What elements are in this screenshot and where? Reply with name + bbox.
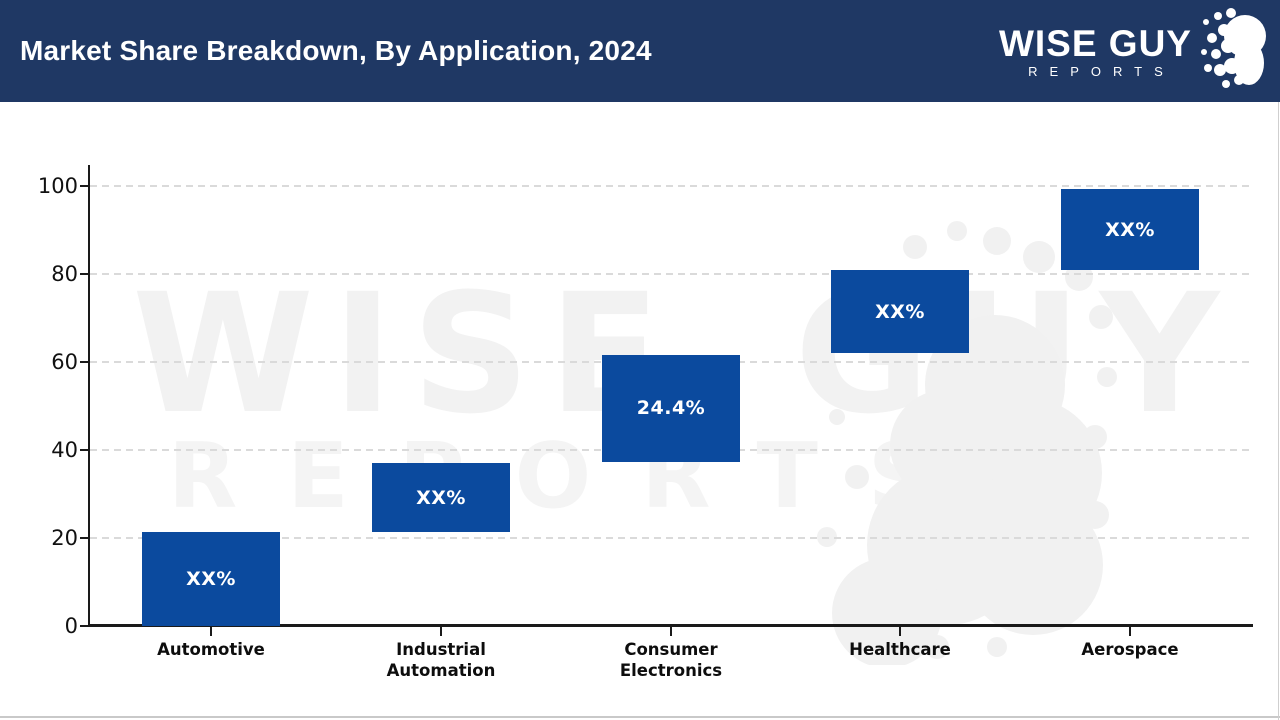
header-bar: Market Share Breakdown, By Application, … <box>0 0 1280 102</box>
y-tick <box>80 185 89 187</box>
bar-value-label: XX% <box>875 300 925 323</box>
brand-face-icon <box>1201 8 1266 88</box>
bar-value-label: XX% <box>1105 218 1155 241</box>
bar: 24.4% <box>602 354 740 462</box>
x-tick <box>899 627 901 636</box>
bar: XX% <box>1061 189 1199 271</box>
y-tick-label: 0 <box>64 614 78 638</box>
category-label-line: Industrial <box>396 640 486 659</box>
category-label: Consumer Electronics <box>556 639 786 681</box>
category-label-line: Healthcare <box>849 640 951 659</box>
x-axis <box>88 624 1253 627</box>
y-tick-label: 100 <box>37 174 78 198</box>
brand-subname: REPORTS <box>1028 63 1175 79</box>
y-tick-label: 20 <box>51 526 78 550</box>
y-tick-label: 80 <box>51 262 78 286</box>
category-label-line: Aerospace <box>1081 640 1179 659</box>
bar-value-label: XX% <box>416 486 466 509</box>
watermark-subtext: REPORTS <box>168 424 983 529</box>
gridline <box>90 185 1253 187</box>
category-label-line: Electronics <box>619 661 723 680</box>
page-title: Market Share Breakdown, By Application, … <box>20 35 652 66</box>
bar: XX% <box>372 463 510 532</box>
bar: XX% <box>831 270 969 354</box>
brand-logo-text: WISE GUY REPORTS <box>999 25 1192 78</box>
y-tick <box>80 361 89 363</box>
category-label-line: Automation <box>386 661 496 680</box>
category-label: Automotive <box>96 639 326 660</box>
y-tick <box>80 273 89 275</box>
bar-value-label: 24.4% <box>636 397 706 420</box>
y-tick <box>80 449 89 451</box>
category-label-line: Consumer <box>624 640 718 659</box>
brand-logo: WISE GUY REPORTS <box>999 0 1270 102</box>
y-axis <box>88 165 90 626</box>
category-label: Aerospace <box>1015 639 1245 660</box>
y-tick <box>80 625 89 627</box>
x-tick <box>440 627 442 636</box>
category-label-line: Automotive <box>157 640 265 659</box>
y-tick <box>80 537 89 539</box>
bar: XX% <box>142 531 280 626</box>
x-tick <box>670 627 672 636</box>
bottom-edge-line <box>0 716 1280 718</box>
gridline <box>90 537 1253 539</box>
brand-name: WISE GUY <box>998 22 1192 64</box>
y-tick-label: 60 <box>51 350 78 374</box>
watermark-face-icon <box>817 221 1117 665</box>
bar-value-label: XX% <box>186 567 236 590</box>
gridline <box>90 273 1253 275</box>
y-tick-label: 40 <box>51 438 78 462</box>
x-tick <box>210 627 212 636</box>
right-edge-line <box>1277 102 1279 720</box>
x-tick <box>1129 627 1131 636</box>
category-label: Healthcare <box>785 639 1015 660</box>
category-label: Industrial Automation <box>326 639 556 681</box>
